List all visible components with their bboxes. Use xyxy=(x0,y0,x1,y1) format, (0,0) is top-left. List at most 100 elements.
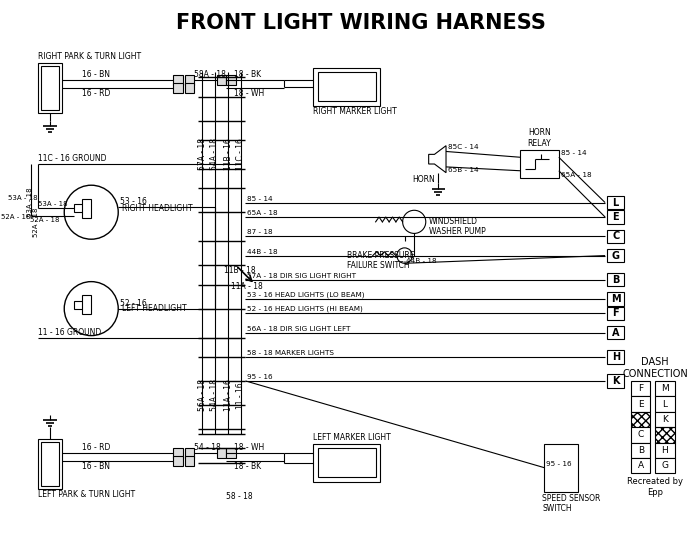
Bar xyxy=(216,75,226,85)
Bar xyxy=(655,412,675,427)
Text: M: M xyxy=(611,294,620,304)
Bar xyxy=(655,427,675,443)
Text: 65A - 18: 65A - 18 xyxy=(561,172,592,178)
Text: WINDSHIELD
WASHER PUMP: WINDSHIELD WASHER PUMP xyxy=(428,217,485,236)
Bar xyxy=(655,381,675,396)
Text: 52A - 18: 52A - 18 xyxy=(34,207,39,237)
Text: 52A - 18: 52A - 18 xyxy=(1,214,31,220)
Bar xyxy=(607,307,624,320)
Text: 11A - 16: 11A - 16 xyxy=(223,380,232,412)
Text: 18 - WH: 18 - WH xyxy=(234,89,264,98)
Bar xyxy=(607,210,624,224)
Polygon shape xyxy=(428,146,446,173)
Text: 95 - 16: 95 - 16 xyxy=(247,374,273,380)
Text: 56A - 18: 56A - 18 xyxy=(197,380,206,412)
Text: 11B - 18: 11B - 18 xyxy=(224,266,256,275)
Text: LEFT MARKER LIGHT: LEFT MARKER LIGHT xyxy=(313,433,391,441)
Text: RIGHT HEADLIGHT: RIGHT HEADLIGHT xyxy=(122,205,192,213)
Bar xyxy=(313,67,381,106)
Text: F: F xyxy=(612,308,619,318)
Text: 85 - 14: 85 - 14 xyxy=(561,150,587,156)
Text: HORN: HORN xyxy=(412,175,435,184)
Text: 16 - RD: 16 - RD xyxy=(82,443,110,452)
Text: 11 - 16 GROUND: 11 - 16 GROUND xyxy=(38,327,102,337)
Bar xyxy=(631,412,650,427)
Text: E: E xyxy=(612,212,619,222)
Text: 87 - 18: 87 - 18 xyxy=(247,229,273,235)
Bar xyxy=(655,396,675,412)
Text: G: G xyxy=(612,250,620,261)
Bar xyxy=(607,249,624,262)
Bar xyxy=(226,75,236,85)
Text: E: E xyxy=(638,400,643,408)
Bar xyxy=(173,449,183,458)
Bar xyxy=(631,458,650,473)
Bar xyxy=(185,449,195,458)
Text: 54 - 18: 54 - 18 xyxy=(195,443,221,452)
Text: L: L xyxy=(662,400,667,408)
Text: 58 - 18 MARKER LIGHTS: 58 - 18 MARKER LIGHTS xyxy=(247,350,335,356)
Text: 53A - 18: 53A - 18 xyxy=(8,195,37,201)
Bar xyxy=(185,456,195,466)
Bar xyxy=(173,83,183,93)
Text: 18 - BK: 18 - BK xyxy=(234,462,261,471)
Text: 18 - BK: 18 - BK xyxy=(234,70,261,79)
Bar xyxy=(631,381,650,396)
Text: 53 - 16: 53 - 16 xyxy=(120,198,147,206)
Text: 53 - 16 HEAD LIGHTS (LO BEAM): 53 - 16 HEAD LIGHTS (LO BEAM) xyxy=(247,292,365,298)
Text: 18 - WH: 18 - WH xyxy=(234,443,264,452)
Text: 52A - 18: 52A - 18 xyxy=(29,217,59,223)
Bar xyxy=(185,75,195,85)
Text: H: H xyxy=(612,352,620,362)
Text: B: B xyxy=(638,446,644,455)
Bar xyxy=(74,301,88,308)
Text: 54A - 18: 54A - 18 xyxy=(210,138,219,171)
Text: K: K xyxy=(612,376,620,386)
Text: 58A - 18: 58A - 18 xyxy=(195,70,226,79)
Text: B: B xyxy=(612,275,620,285)
Text: DASH
CONNECTION: DASH CONNECTION xyxy=(622,357,688,379)
Text: 11C - 16 GROUND: 11C - 16 GROUND xyxy=(38,154,106,163)
Text: A: A xyxy=(612,328,620,338)
Text: C: C xyxy=(638,431,644,439)
Text: 85C - 14: 85C - 14 xyxy=(448,143,479,149)
Text: 11 - 16: 11 - 16 xyxy=(236,382,245,409)
Text: LEFT PARK & TURN LIGHT: LEFT PARK & TURN LIGHT xyxy=(38,490,135,499)
Bar xyxy=(41,441,60,486)
Bar xyxy=(631,396,650,412)
Text: 53A - 18: 53A - 18 xyxy=(38,201,68,207)
Text: 16 - BN: 16 - BN xyxy=(82,70,110,79)
Text: 57A - 18 DIR SIG LIGHT RIGHT: 57A - 18 DIR SIG LIGHT RIGHT xyxy=(247,273,356,279)
Bar xyxy=(38,63,62,113)
Text: BRAKE PRESSURE
FAILURE SWITCH: BRAKE PRESSURE FAILURE SWITCH xyxy=(346,251,414,270)
Text: 53A - 18: 53A - 18 xyxy=(27,188,32,217)
Bar xyxy=(631,427,650,443)
Bar xyxy=(607,196,624,209)
Text: C: C xyxy=(612,231,620,241)
Text: 85 - 14: 85 - 14 xyxy=(247,195,273,201)
Text: F: F xyxy=(638,384,643,393)
Bar xyxy=(185,83,195,93)
Bar xyxy=(38,439,62,489)
Text: LEFT HEADLIGHT: LEFT HEADLIGHT xyxy=(122,304,187,313)
Text: Recreated by
Epp: Recreated by Epp xyxy=(627,477,683,497)
Text: 65B - 14: 65B - 14 xyxy=(448,167,479,173)
Text: FRONT LIGHT WIRING HARNESS: FRONT LIGHT WIRING HARNESS xyxy=(176,12,546,33)
Bar xyxy=(545,444,578,492)
Bar xyxy=(607,350,624,364)
Bar xyxy=(173,456,183,466)
Text: SPEED SENSOR
SWITCH: SPEED SENSOR SWITCH xyxy=(542,494,601,513)
Bar xyxy=(607,374,624,388)
Text: 52 - 16: 52 - 16 xyxy=(120,299,147,308)
Text: 11C - 16: 11C - 16 xyxy=(236,138,245,171)
Text: G: G xyxy=(662,461,668,470)
Bar xyxy=(82,199,91,218)
Bar xyxy=(173,75,183,85)
Bar xyxy=(74,205,88,212)
Text: A: A xyxy=(638,461,644,470)
Text: 11B - 16: 11B - 16 xyxy=(223,138,232,171)
Bar xyxy=(318,449,376,477)
Bar xyxy=(82,295,91,314)
Text: RIGHT PARK & TURN LIGHT: RIGHT PARK & TURN LIGHT xyxy=(38,52,141,61)
Text: 44B - 18: 44B - 18 xyxy=(407,258,437,264)
